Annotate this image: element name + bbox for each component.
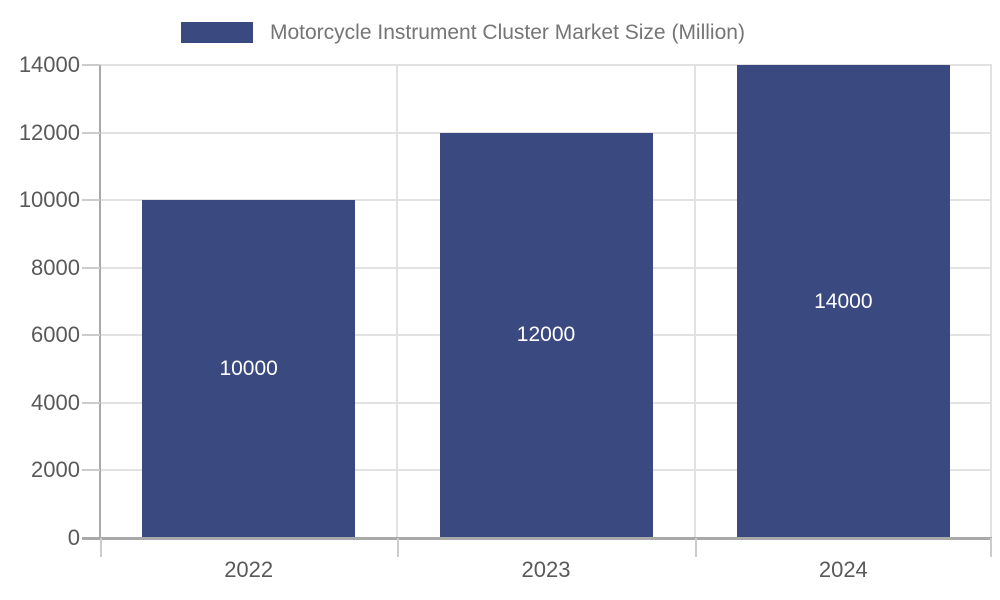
x-gridline (693, 65, 696, 538)
x-tick-mark (694, 538, 697, 557)
y-gridline (100, 131, 992, 134)
x-tick-mark (397, 538, 400, 557)
plot-right-border (990, 65, 992, 538)
y-tick-label: 12000 (18, 119, 80, 145)
legend-swatch (181, 22, 253, 43)
y-tick-mark (82, 131, 100, 134)
bar-value-label: 14000 (814, 289, 873, 313)
x-axis-line (82, 537, 992, 540)
y-tick-label: 6000 (31, 322, 80, 348)
bar-value-label: 12000 (516, 323, 576, 347)
bar-value-label: 10000 (219, 357, 278, 381)
x-gridline (396, 65, 399, 538)
legend-label: Motorcycle Instrument Cluster Market Siz… (270, 21, 745, 44)
plot-area: 10000 12000 14000 (100, 64, 992, 538)
x-axis-label-2022: 2022 (224, 557, 274, 582)
bar-2022: 10000 (142, 200, 356, 538)
y-tick-mark (82, 469, 100, 472)
y-axis-line (99, 65, 101, 540)
x-axis-label-2023: 2023 (521, 557, 571, 582)
y-tick-label: 0 (67, 525, 80, 550)
y-tick-mark (82, 266, 100, 269)
y-tick-mark (82, 199, 100, 202)
x-tick-mark (100, 538, 102, 557)
x-tick-mark (990, 538, 992, 557)
y-gridline (100, 64, 992, 66)
y-tick-mark (82, 334, 100, 337)
bar-2024: 14000 (736, 65, 950, 538)
y-tick-label: 4000 (31, 389, 80, 415)
y-tick-label: 8000 (31, 254, 80, 280)
y-tick-label: 14000 (18, 52, 80, 77)
bar-2023: 12000 (439, 132, 653, 538)
y-tick-mark (82, 401, 100, 404)
x-axis-label-2024: 2024 (818, 557, 868, 582)
y-tick-label: 2000 (31, 457, 80, 483)
y-tick-mark (82, 64, 100, 66)
y-tick-label: 10000 (18, 187, 80, 213)
